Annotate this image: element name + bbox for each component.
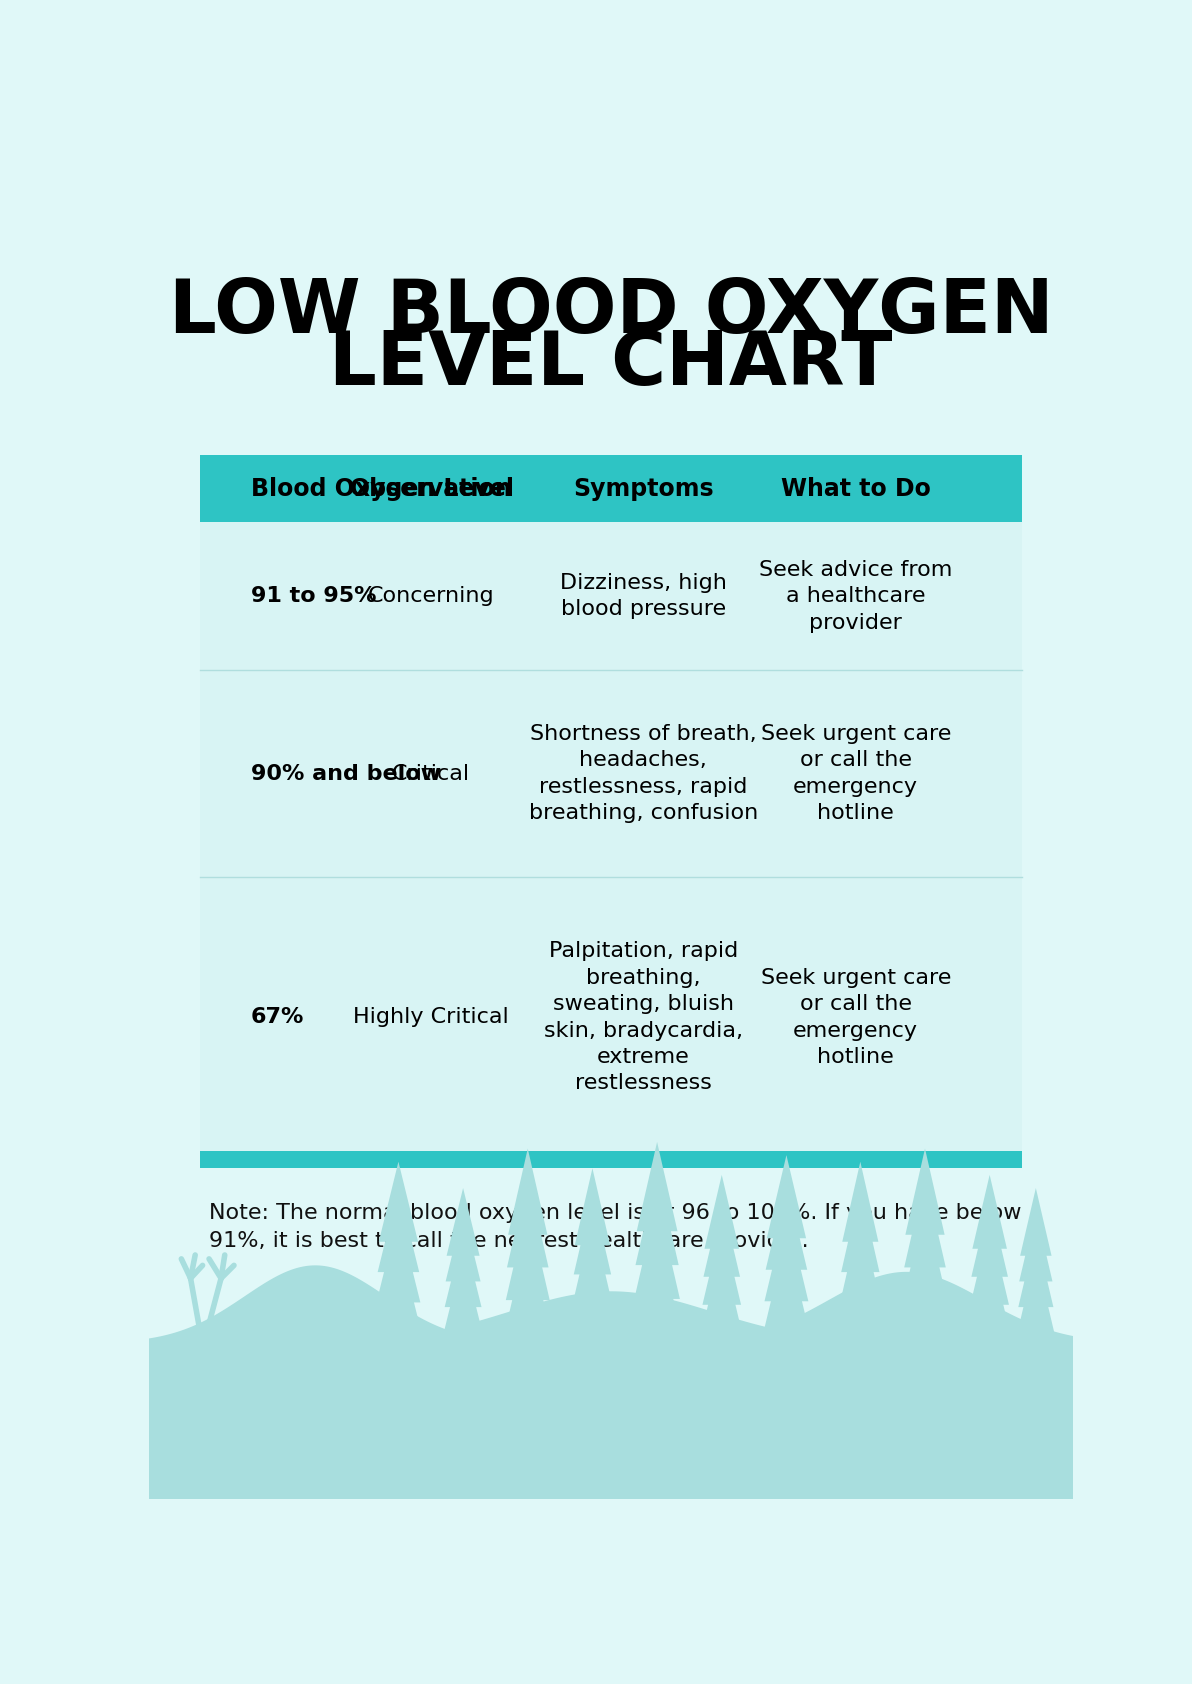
Polygon shape xyxy=(904,1204,946,1300)
Text: 90% and below: 90% and below xyxy=(250,763,441,783)
Text: Observation: Observation xyxy=(349,477,513,500)
Text: LEVEL CHART: LEVEL CHART xyxy=(329,328,893,401)
Polygon shape xyxy=(843,1162,879,1241)
FancyBboxPatch shape xyxy=(200,1152,1022,1169)
Polygon shape xyxy=(702,1223,741,1305)
Text: 91 to 95%: 91 to 95% xyxy=(250,586,377,606)
Polygon shape xyxy=(839,1239,882,1332)
Polygon shape xyxy=(250,1435,259,1492)
Text: Shortness of breath,
headaches,
restlessness, rapid
breathing, confusion: Shortness of breath, headaches, restless… xyxy=(528,724,758,823)
Polygon shape xyxy=(1018,1233,1054,1307)
Polygon shape xyxy=(505,1204,550,1300)
Polygon shape xyxy=(906,1148,944,1234)
Polygon shape xyxy=(375,1239,422,1332)
Polygon shape xyxy=(572,1219,613,1303)
Polygon shape xyxy=(921,1332,929,1344)
Polygon shape xyxy=(718,1332,726,1344)
Polygon shape xyxy=(459,1332,467,1344)
Polygon shape xyxy=(443,1255,483,1332)
Polygon shape xyxy=(1032,1332,1039,1344)
Polygon shape xyxy=(635,1170,678,1265)
Polygon shape xyxy=(266,1435,274,1492)
Polygon shape xyxy=(573,1194,611,1275)
Text: Blood Oxygen Level: Blood Oxygen Level xyxy=(250,477,514,500)
Polygon shape xyxy=(905,1177,945,1268)
Polygon shape xyxy=(186,1349,292,1440)
Polygon shape xyxy=(589,1332,596,1344)
Polygon shape xyxy=(139,1265,491,1344)
Polygon shape xyxy=(225,1435,234,1499)
Polygon shape xyxy=(191,1310,241,1376)
Polygon shape xyxy=(701,1248,743,1332)
Polygon shape xyxy=(447,1187,479,1256)
Polygon shape xyxy=(703,1199,740,1276)
Polygon shape xyxy=(637,1142,677,1231)
Polygon shape xyxy=(713,1271,1100,1344)
Text: Seek urgent care
or call the
emergency
hotline: Seek urgent care or call the emergency h… xyxy=(760,968,951,1068)
Polygon shape xyxy=(633,1229,681,1332)
Polygon shape xyxy=(209,1435,217,1499)
Polygon shape xyxy=(704,1175,739,1250)
Polygon shape xyxy=(902,1233,948,1332)
Polygon shape xyxy=(653,1332,660,1344)
Polygon shape xyxy=(857,1332,864,1344)
Polygon shape xyxy=(971,1199,1008,1276)
Polygon shape xyxy=(504,1233,551,1332)
Text: Seek advice from
a healthcare
provider: Seek advice from a healthcare provider xyxy=(759,559,952,633)
Polygon shape xyxy=(969,1248,1010,1332)
Polygon shape xyxy=(149,1344,1073,1499)
Polygon shape xyxy=(766,1155,806,1238)
FancyBboxPatch shape xyxy=(200,455,1022,1169)
Polygon shape xyxy=(634,1201,679,1298)
Polygon shape xyxy=(1017,1255,1055,1332)
Polygon shape xyxy=(840,1214,881,1302)
Text: Dizziness, high
blood pressure: Dizziness, high blood pressure xyxy=(560,573,727,620)
Text: Critical: Critical xyxy=(392,763,470,783)
Text: Palpitation, rapid
breathing,
sweating, bluish
skin, bradycardia,
extreme
restle: Palpitation, rapid breathing, sweating, … xyxy=(544,941,743,1093)
Polygon shape xyxy=(508,1148,547,1234)
Polygon shape xyxy=(973,1175,1007,1250)
Polygon shape xyxy=(524,1332,532,1344)
Text: 67%: 67% xyxy=(250,1007,304,1027)
FancyBboxPatch shape xyxy=(200,455,1022,522)
Text: Highly Critical: Highly Critical xyxy=(353,1007,509,1027)
Text: LOW BLOOD OXYGEN: LOW BLOOD OXYGEN xyxy=(168,276,1054,349)
Polygon shape xyxy=(572,1244,613,1332)
Polygon shape xyxy=(507,1177,548,1268)
Text: What to Do: What to Do xyxy=(781,477,931,500)
Polygon shape xyxy=(379,1162,418,1241)
Polygon shape xyxy=(783,1332,790,1344)
Polygon shape xyxy=(356,1292,865,1344)
Polygon shape xyxy=(377,1214,421,1302)
Text: Symptoms: Symptoms xyxy=(573,477,714,500)
Polygon shape xyxy=(764,1209,808,1302)
Polygon shape xyxy=(378,1187,420,1271)
Polygon shape xyxy=(1020,1187,1051,1256)
Polygon shape xyxy=(1019,1211,1053,1282)
Text: Seek urgent care
or call the
emergency
hotline: Seek urgent care or call the emergency h… xyxy=(760,724,951,823)
Polygon shape xyxy=(986,1332,993,1344)
Polygon shape xyxy=(213,1310,246,1340)
Polygon shape xyxy=(575,1169,610,1244)
Polygon shape xyxy=(970,1223,1008,1305)
Polygon shape xyxy=(445,1233,482,1307)
Polygon shape xyxy=(842,1187,880,1271)
Polygon shape xyxy=(763,1236,809,1332)
Text: Concerning: Concerning xyxy=(367,586,493,606)
Polygon shape xyxy=(765,1182,807,1270)
Text: Note: The normal blood oxygen level is at 96 to 100%. If you have below
91%, it : Note: The normal blood oxygen level is a… xyxy=(209,1202,1022,1251)
Polygon shape xyxy=(395,1332,402,1344)
Polygon shape xyxy=(446,1211,480,1282)
